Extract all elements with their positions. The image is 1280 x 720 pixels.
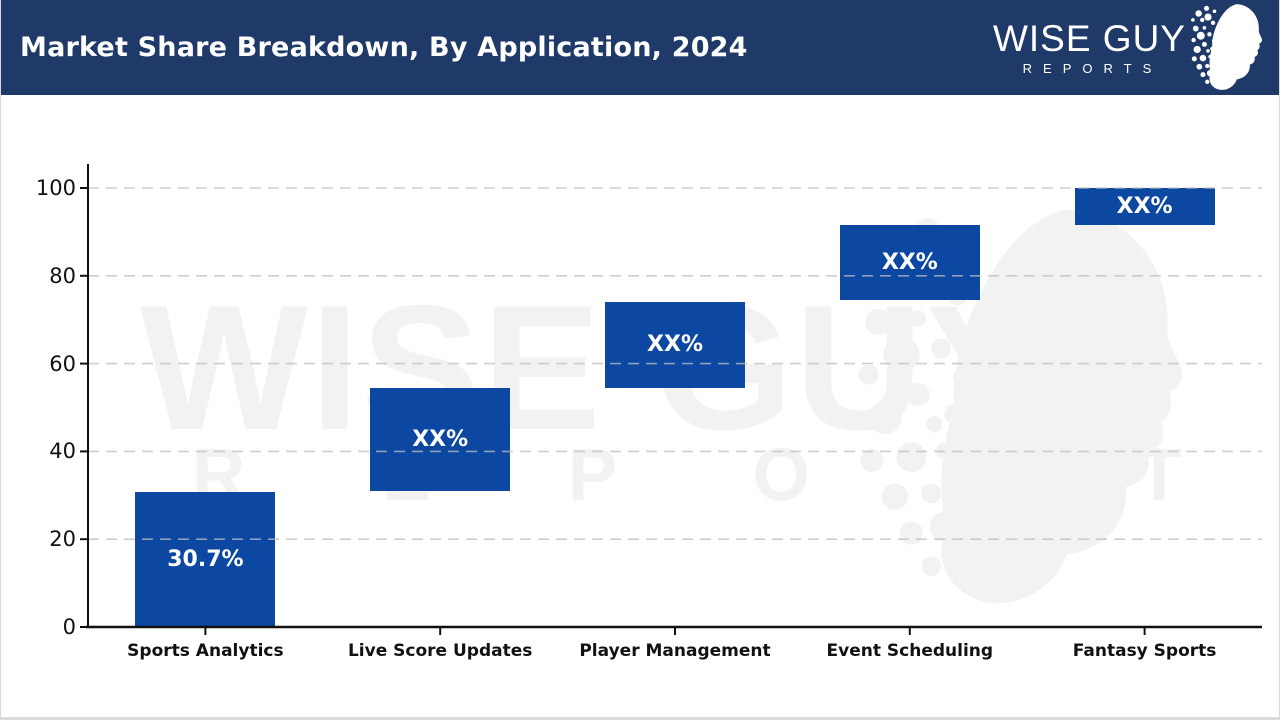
bar-segment: 30.7% [135, 492, 276, 627]
y-tick-label: 20 [49, 527, 76, 552]
bar-value-label: XX% [647, 332, 703, 358]
chart-title: Market Share Breakdown, By Application, … [20, 32, 748, 63]
bar-segment: XX% [839, 225, 980, 300]
y-tick-label: 60 [49, 351, 76, 376]
bar-segment: XX% [1074, 188, 1215, 226]
bar-value-label: XX% [1116, 194, 1173, 220]
logo-wordmark: WISE GUY [992, 18, 1186, 59]
x-category-label: Fantasy Sports [1072, 641, 1217, 661]
x-category-label: Player Management [579, 641, 771, 661]
bar-value-label: 30.7% [167, 547, 244, 573]
bar-segment: XX% [370, 387, 511, 491]
x-category-label: Event Scheduling [826, 641, 994, 661]
logo-subtext: REPORTS [1022, 61, 1163, 76]
y-tick-label: 80 [49, 263, 76, 288]
y-tick-label: 40 [49, 439, 76, 464]
logo-face-icon [1191, 4, 1262, 90]
bar-segment: XX% [605, 302, 745, 388]
y-tick-label: 0 [62, 615, 76, 639]
bar-value-label: XX% [881, 250, 938, 276]
bar-value-label: XX% [412, 426, 469, 452]
x-category-label: Sports Analytics [127, 641, 284, 661]
x-category-label: Live Score Updates [347, 641, 533, 661]
wise-guy-logo: WISE GUY REPORTS [993, 4, 1262, 92]
y-tick-label: 100 [35, 176, 76, 200]
title-bar: Market Share Breakdown, By Application, … [0, 0, 1280, 95]
